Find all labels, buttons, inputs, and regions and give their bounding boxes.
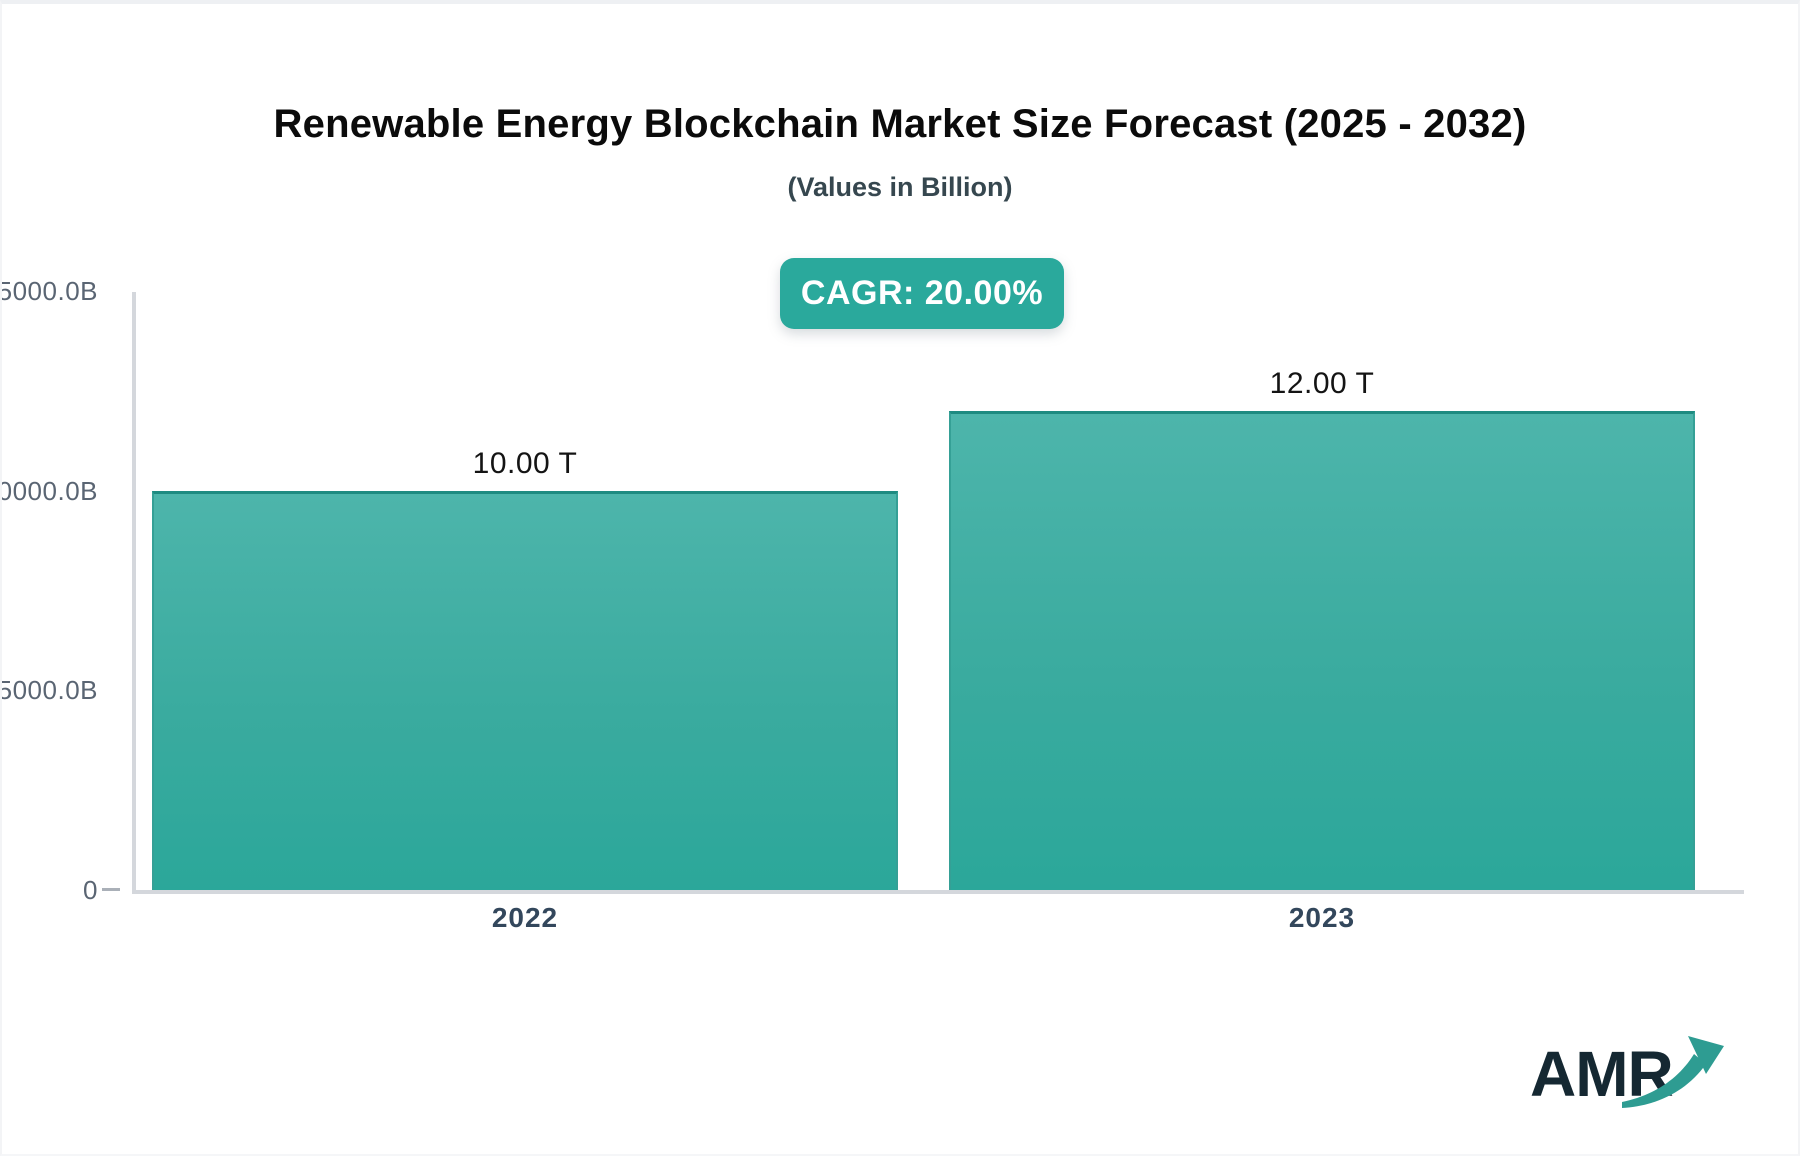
- amr-logo-arrow-icon: [1622, 1036, 1724, 1108]
- y-axis-label: 0: [83, 875, 98, 905]
- cagr-badge: CAGR: 20.00%: [780, 258, 1064, 329]
- bar-2022: [152, 491, 898, 890]
- y-axis-label: 5000.0B: [0, 675, 98, 706]
- bar-2023: [949, 411, 1695, 890]
- y-axis-line: [132, 292, 136, 894]
- y-axis-label: 5000.0B: [0, 276, 98, 306]
- x-axis-label: 2023: [1288, 902, 1356, 933]
- y-axis-tick: [102, 888, 120, 891]
- chart-subtitle: (Values in Billion): [787, 172, 1013, 202]
- x-axis-line: [132, 890, 1744, 894]
- chart-title: Renewable Energy Blockchain Market Size …: [273, 102, 1527, 146]
- y-axis-label: 0000.0B: [0, 475, 98, 506]
- bar-value-label: 10.00 T: [472, 447, 578, 480]
- bar-value-label: 12.00 T: [1269, 367, 1375, 400]
- cagr-badge-label: CAGR: 20.00%: [800, 274, 1044, 312]
- x-axis-label: 2022: [491, 902, 559, 933]
- amr-logo: AMR: [1530, 1034, 1724, 1124]
